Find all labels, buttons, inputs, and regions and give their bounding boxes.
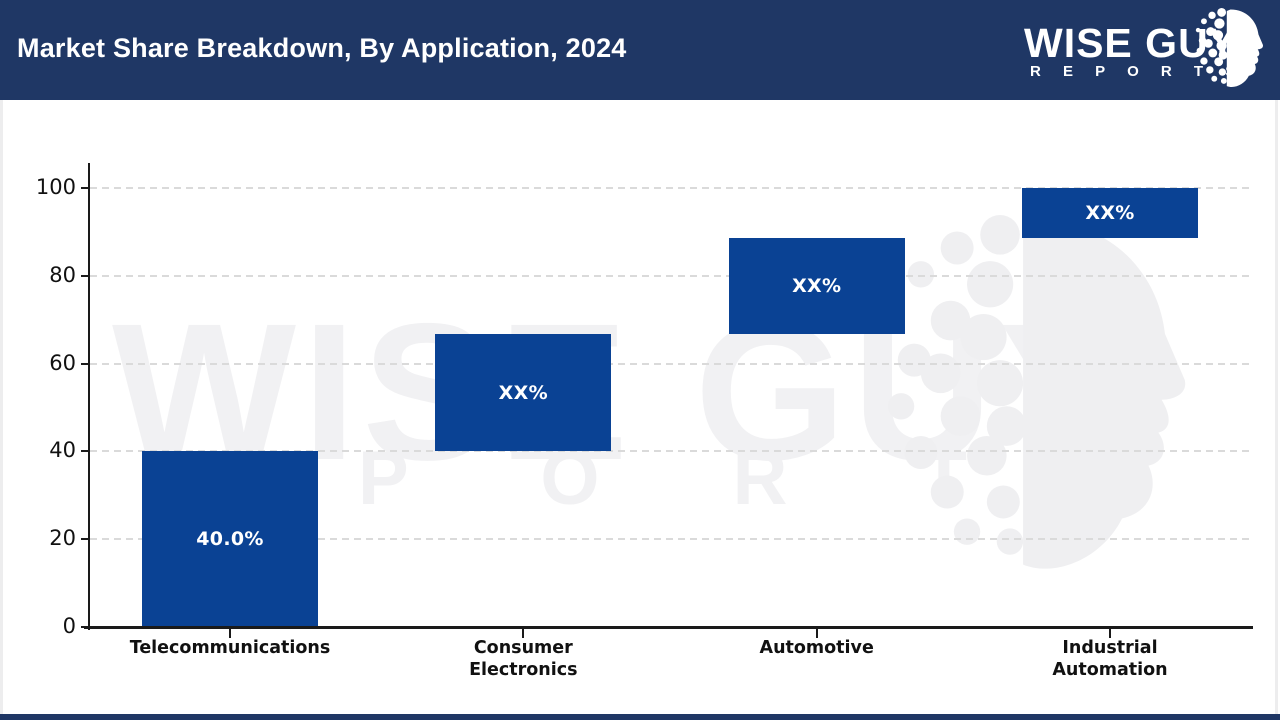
x-category-label: Industrial Automation <box>1052 638 1168 680</box>
y-tick-label: 20 <box>49 526 76 551</box>
plot-area: WISE GUY P O R T S 0 20 40 60 80 100 40.0% XX% X… <box>0 100 1280 714</box>
gridline <box>90 538 1253 541</box>
bar: 40.0% <box>142 451 318 627</box>
y-tick-label: 100 <box>35 175 76 199</box>
logo-reports-text: R E P O R T S <box>1030 63 1245 80</box>
x-category-label: Telecommunications <box>129 638 331 658</box>
x-tick-mark <box>815 629 818 638</box>
x-tick-mark <box>229 629 231 638</box>
bar-value-label: XX% <box>498 381 548 404</box>
x-tick-mark <box>522 629 525 638</box>
dotted-head-icon <box>1195 8 1264 88</box>
gridline <box>90 187 1253 189</box>
header-band: Market Share Breakdown, By Application, … <box>0 0 1280 100</box>
x-category-label: Automotive <box>759 638 874 658</box>
footer-stripe <box>0 714 1280 720</box>
bar: XX% <box>728 238 905 334</box>
gridline <box>90 450 1253 453</box>
x-category-label: Consumer Electronics <box>469 638 578 680</box>
y-tick-mark <box>81 187 89 189</box>
bar-value-label: XX% <box>792 275 842 298</box>
gridline <box>90 274 1253 277</box>
y-tick-mark <box>81 362 89 365</box>
watermark-head-icon <box>884 215 1186 569</box>
x-axis-spine <box>84 626 1253 629</box>
y-tick-label: 0 <box>62 614 76 638</box>
y-tick-label: 60 <box>49 350 76 375</box>
gridline <box>90 362 1253 365</box>
bar-value-label: XX% <box>1085 202 1135 225</box>
y-axis-spine <box>88 163 90 630</box>
x-tick-mark <box>1109 629 1111 638</box>
bar-value-label: 40.0% <box>196 528 264 551</box>
chart-title: Market Share Breakdown, By Application, … <box>17 33 627 63</box>
bar: XX% <box>435 333 612 452</box>
right-edge-border <box>1275 100 1278 714</box>
y-tick-label: 80 <box>49 262 76 287</box>
left-edge-border <box>0 100 3 714</box>
y-tick-label: 40 <box>49 438 76 463</box>
wise-guy-logo: WISE GUY R E P O R T S <box>1016 6 1266 94</box>
y-tick-mark <box>81 538 89 541</box>
bar: XX% <box>1022 188 1198 239</box>
y-tick-mark <box>81 274 89 277</box>
y-tick-mark <box>81 450 89 453</box>
